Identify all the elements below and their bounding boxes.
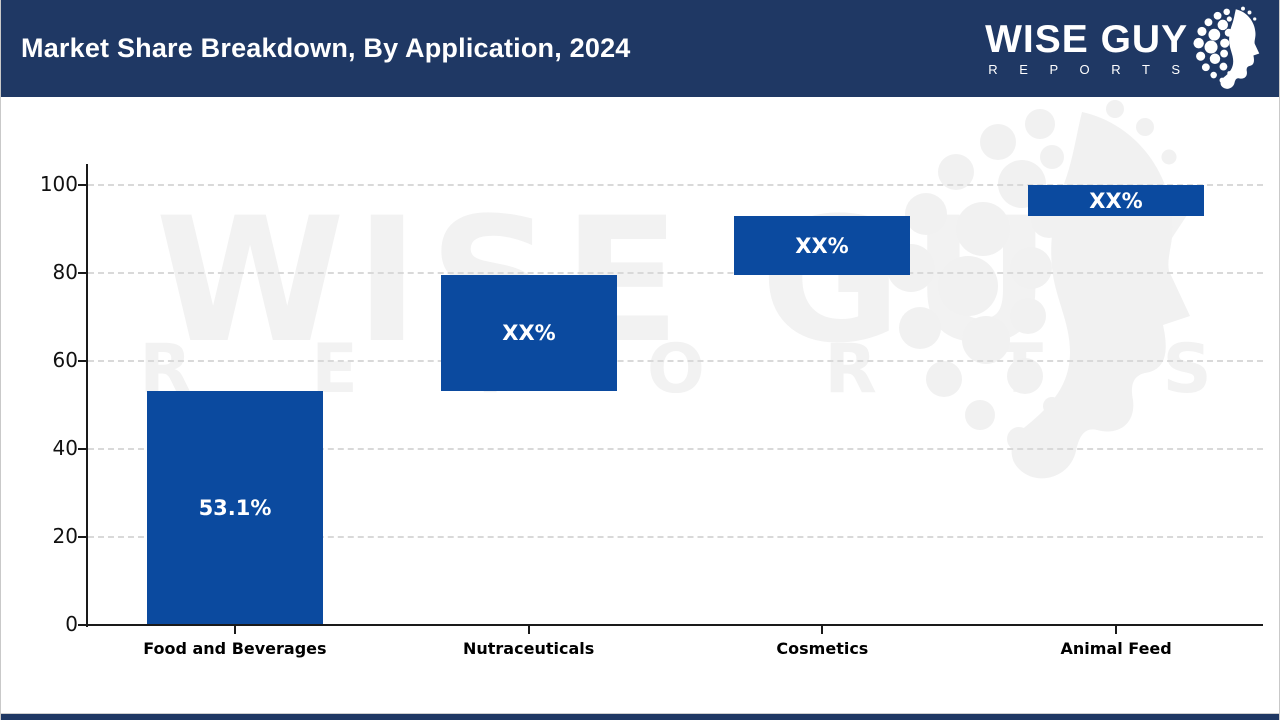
y-tick-label: 40 bbox=[52, 436, 78, 460]
logo-text: WISE GUY R E P O R T S bbox=[984, 20, 1189, 77]
x-tick bbox=[233, 626, 236, 634]
y-tick bbox=[78, 272, 87, 274]
bar-cosmetics: XX% bbox=[734, 216, 910, 276]
bar-value-label: XX% bbox=[502, 321, 556, 346]
y-tick-label: 80 bbox=[52, 260, 78, 284]
y-axis bbox=[86, 164, 88, 627]
logo-tagline: R E P O R T S bbox=[988, 62, 1189, 77]
header: Market Share Breakdown, By Application, … bbox=[1, 0, 1279, 97]
footer-bar bbox=[1, 714, 1279, 720]
bar-value-label: XX% bbox=[795, 233, 849, 258]
x-tick-label: Nutraceuticals bbox=[462, 639, 595, 658]
bar-value-label: XX% bbox=[1089, 188, 1143, 213]
bar-nutraceuticals: XX% bbox=[441, 275, 617, 392]
plot-area: 0 20 40 60 80 100 53.1% Food and Beverages XX% Nu… bbox=[1, 97, 1280, 715]
footer-divider bbox=[1, 713, 1279, 714]
x-tick-label: Cosmetics bbox=[776, 639, 869, 658]
logo-name: WISE GUY bbox=[985, 18, 1189, 61]
gridline bbox=[88, 536, 1263, 538]
logo: WISE GUY R E P O R T S bbox=[984, 6, 1265, 92]
y-tick bbox=[78, 448, 87, 450]
x-tick bbox=[1115, 626, 1118, 634]
y-tick-label: 100 bbox=[39, 172, 78, 196]
bar-value-label: 53.1% bbox=[198, 496, 272, 521]
gridline bbox=[88, 272, 1263, 274]
gridline bbox=[88, 184, 1263, 186]
x-tick-label: Food and Beverages bbox=[143, 639, 327, 658]
x-tick-label: Animal Feed bbox=[1060, 639, 1172, 658]
y-tick-label: 60 bbox=[52, 348, 78, 372]
watermark-text-line1: WISE GUY bbox=[155, 180, 1196, 381]
bar-food-and-beverages: 53.1% bbox=[147, 391, 323, 625]
y-tick bbox=[78, 536, 87, 538]
bar-animal-feed: XX% bbox=[1028, 185, 1204, 217]
y-tick-label: 0 bbox=[65, 612, 78, 636]
y-tick bbox=[78, 360, 87, 362]
x-tick bbox=[527, 626, 530, 634]
page-title: Market Share Breakdown, By Application, … bbox=[21, 33, 631, 63]
y-tick-label: 20 bbox=[52, 524, 78, 548]
y-tick bbox=[78, 624, 87, 626]
gridline bbox=[88, 360, 1263, 362]
x-tick bbox=[821, 626, 824, 634]
x-axis bbox=[86, 624, 1263, 626]
logo-face-icon bbox=[1193, 6, 1260, 89]
gridline bbox=[88, 448, 1263, 450]
y-tick bbox=[78, 184, 87, 186]
